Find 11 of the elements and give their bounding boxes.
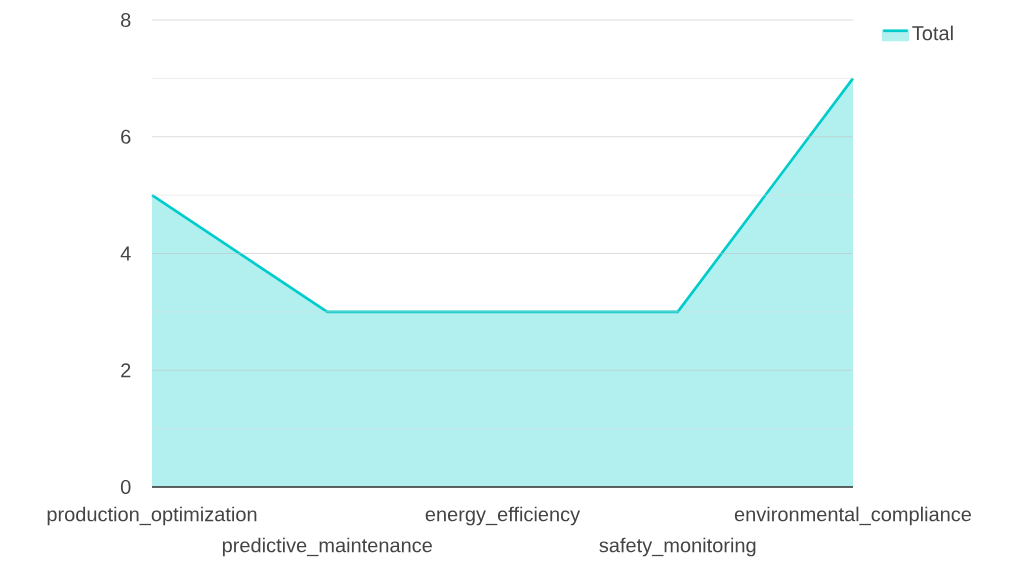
legend-label: Total — [912, 25, 953, 41]
x-tick-label: environmental_compliance — [734, 506, 972, 526]
y-tick-label: 2 — [121, 363, 131, 378]
x-tick-label: energy_efficiency — [425, 506, 581, 526]
y-tick-label: 6 — [121, 129, 131, 144]
y-tick-label: 4 — [120, 246, 131, 261]
y-tick-label: 8 — [121, 12, 131, 28]
y-tick-label: 0 — [120, 479, 131, 495]
x-tick-label: predictive_maintenance — [222, 537, 432, 557]
x-tick-label: production_optimization — [47, 506, 257, 526]
x-tick-label: safety_monitoring — [599, 537, 756, 557]
